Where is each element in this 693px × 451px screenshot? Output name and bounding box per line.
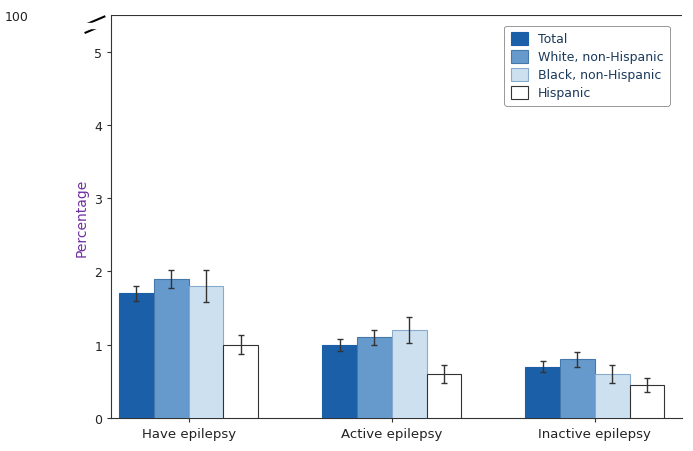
Bar — [427, 374, 462, 418]
Bar — [188, 286, 223, 418]
Bar — [525, 367, 560, 418]
Bar — [119, 294, 154, 418]
Bar — [595, 374, 630, 418]
Legend: Total, White, non-Hispanic, Black, non-Hispanic, Hispanic: Total, White, non-Hispanic, Black, non-H… — [505, 27, 670, 106]
Bar — [630, 385, 665, 418]
Y-axis label: Percentage: Percentage — [75, 178, 89, 256]
Bar — [82, 24, 105, 29]
Bar — [560, 359, 595, 418]
Bar — [392, 330, 427, 418]
Bar — [223, 345, 258, 418]
Text: 100: 100 — [5, 11, 28, 24]
Bar — [322, 345, 357, 418]
Bar — [357, 338, 392, 418]
Bar — [154, 279, 188, 418]
